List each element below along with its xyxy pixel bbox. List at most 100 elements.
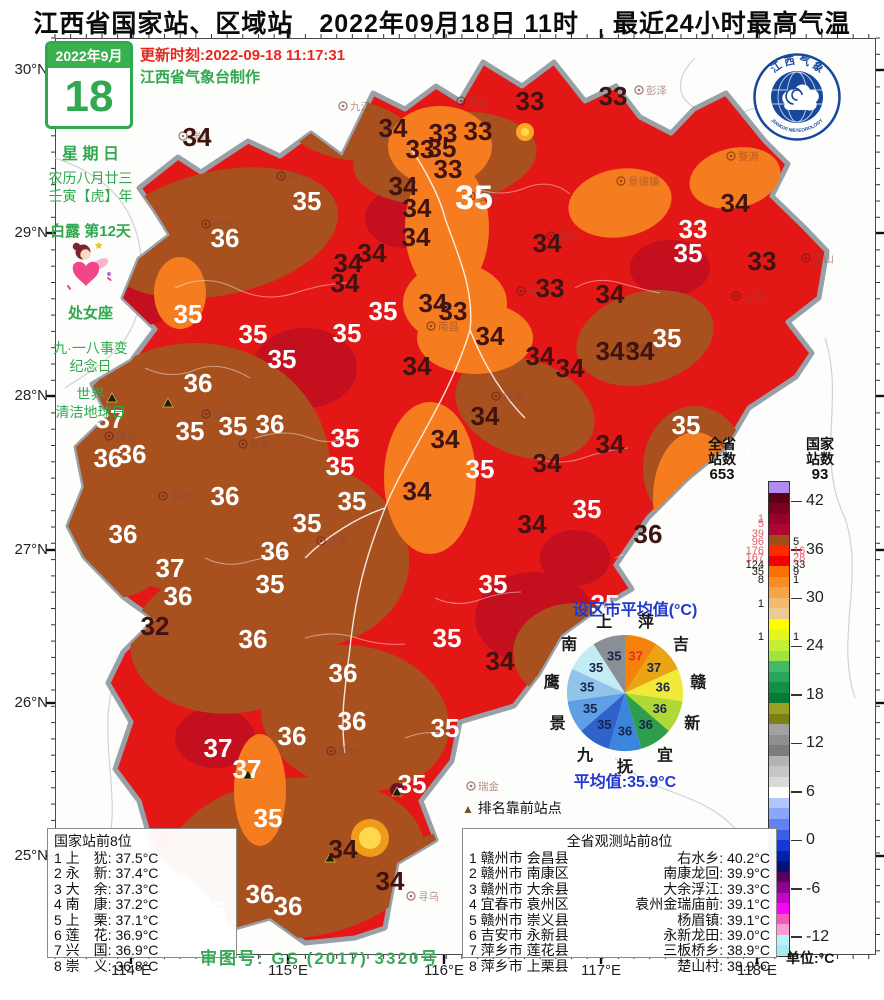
colorbar-cell: [769, 766, 789, 777]
temperature-label: 35: [479, 569, 508, 599]
station-count-province: 1: [757, 631, 764, 643]
temperature-label: 35: [573, 494, 602, 524]
temperature-label: 36: [239, 624, 268, 654]
temperature-label: 36: [278, 721, 307, 751]
jiangxi-meteorology-logo: 江 西 气 象 JIANGXI METEOROLOGY: [753, 53, 841, 141]
temperature-label: 35: [614, 610, 643, 640]
city-name-label: 吉安: [328, 535, 349, 548]
table-national-rows: 1 上 犹: 37.5°C 2 永 新: 37.4°C 3 大 余: 37.3°C 4…: [48, 850, 236, 974]
calendar-info-line: 白露 第12天: [50, 223, 131, 240]
colorbar-cell: [769, 650, 789, 662]
temperature-label: 35: [672, 410, 701, 440]
temperature-label: 33: [748, 246, 777, 276]
city-marker: 南昌: [426, 320, 459, 333]
lat-label: 26°N: [14, 694, 48, 711]
temperature-label: 36: [256, 409, 285, 439]
temperature-label: 36: [246, 879, 275, 909]
calendar-info-line: 壬寅【虎】年: [48, 188, 133, 204]
colorbar-cell: [769, 829, 789, 841]
city-name-label: 武宁: [288, 170, 309, 183]
calendar-info-line: 世界: [76, 386, 105, 402]
national-rank-row: 8 崇 义: 36.8°C: [54, 957, 159, 974]
temperature-label: 35: [723, 434, 752, 464]
temperature-label: 34: [471, 401, 500, 431]
temperature-label: 34: [379, 113, 408, 143]
pie-slice: [572, 644, 625, 693]
city-marker: 玉山: [801, 253, 834, 265]
legend-tick: [791, 500, 802, 503]
pie-slice-value: 35: [607, 648, 621, 663]
temperature-label: 35: [466, 454, 495, 484]
colorbar-cell: [769, 608, 789, 619]
station-count-national: 9: [793, 566, 800, 578]
pie-slice: [625, 644, 678, 693]
city-name-label: 抚州: [503, 391, 524, 403]
temperature-label: 34: [721, 188, 750, 218]
temperature-label: 34: [533, 228, 562, 258]
province-rank-row: 8 萍乡市 上栗县 楚山村: 38.9°C: [469, 957, 770, 974]
pie-slice-city-label: 景: [550, 715, 566, 733]
calendar-day: 18: [64, 72, 114, 121]
map-license-number: 审图号: GS (2017) 3320号: [200, 949, 440, 968]
colorbar-cell: [769, 629, 789, 640]
city-name-label: 都昌: [478, 191, 499, 203]
colorbar-cell: [769, 639, 789, 651]
temperature-label: 36: [164, 581, 193, 611]
temperature-label: 35: [398, 769, 427, 799]
temperature-label: 34: [403, 193, 432, 223]
legend-tick-label: 12: [806, 734, 824, 752]
national-rank-row: 5 上 栗: 37.1°C: [54, 911, 159, 928]
legend-tick: [791, 645, 802, 648]
colorbar-cell: [769, 524, 789, 535]
pie-slice: [581, 693, 625, 749]
pie-slice: [625, 693, 683, 731]
ranking-triangle-marker: [324, 852, 336, 863]
province-rank-row: 1 赣州市 会昌县 右水乡: 40.2°C: [469, 850, 770, 866]
city-name-label: 修水: [213, 218, 234, 231]
lon-label: 116°E: [424, 962, 464, 979]
colorbar-cell: [769, 682, 789, 693]
temperature-label: 35: [219, 411, 248, 441]
colorbar-cell: [769, 776, 789, 788]
pie-slice: [608, 693, 642, 752]
lon-label: 118°E: [737, 962, 777, 979]
province-rank-row: 2 赣州市 南康区 南康龙回: 39.9°C: [469, 865, 770, 882]
temperature-label: 37: [96, 404, 125, 434]
temperature-label: 35: [256, 569, 285, 599]
temperature-label: 36: [634, 519, 663, 549]
city-name-label: 鹰潭: [638, 342, 659, 355]
city-name-label: 永新: [170, 490, 191, 503]
colorbar-cell: [769, 618, 789, 630]
city-name-label: 玉山: [813, 253, 834, 265]
temperature-label: 35: [653, 323, 682, 353]
station-count-province: 39: [751, 528, 764, 540]
national-rank-row: 7 兴 国: 36.9°C: [54, 942, 159, 959]
city-marker: 赣州: [326, 745, 359, 758]
legend-tick: [791, 888, 802, 890]
pie-slice-city-label: 宜: [657, 745, 673, 764]
legend-tick: [791, 742, 802, 745]
temperature-label: 35: [268, 344, 297, 374]
temperature-label: 33: [679, 214, 708, 244]
temperature-label: 33: [434, 154, 463, 184]
calendar-info-line: 处女座: [67, 305, 113, 322]
pie-slice-city-label: 萍: [638, 612, 654, 631]
city-marker: 瑞昌: [178, 131, 211, 143]
pie-slice-value: 37: [647, 660, 661, 675]
city-marker: 新余: [238, 438, 271, 451]
pie-slice-city-label: 九: [576, 746, 593, 764]
station-count-province: 1: [757, 598, 764, 610]
legend-tick-label: -6: [806, 879, 821, 897]
colorbar-cell: [769, 692, 789, 704]
city-marker: 鹰潭: [626, 342, 659, 355]
city-name-label: 上饶: [743, 290, 764, 303]
temperature-label: 35: [433, 623, 462, 653]
city-name-label: 萍乡: [116, 431, 137, 443]
station-count-province: 8: [757, 574, 764, 586]
city-marker: 瑞金: [466, 780, 499, 793]
pie-slice: [566, 668, 625, 702]
city-name-label: 南昌: [438, 320, 459, 333]
colorbar-cell: [769, 934, 789, 946]
temperature-label: 34: [376, 866, 405, 896]
temperature-label: 34: [358, 238, 387, 268]
